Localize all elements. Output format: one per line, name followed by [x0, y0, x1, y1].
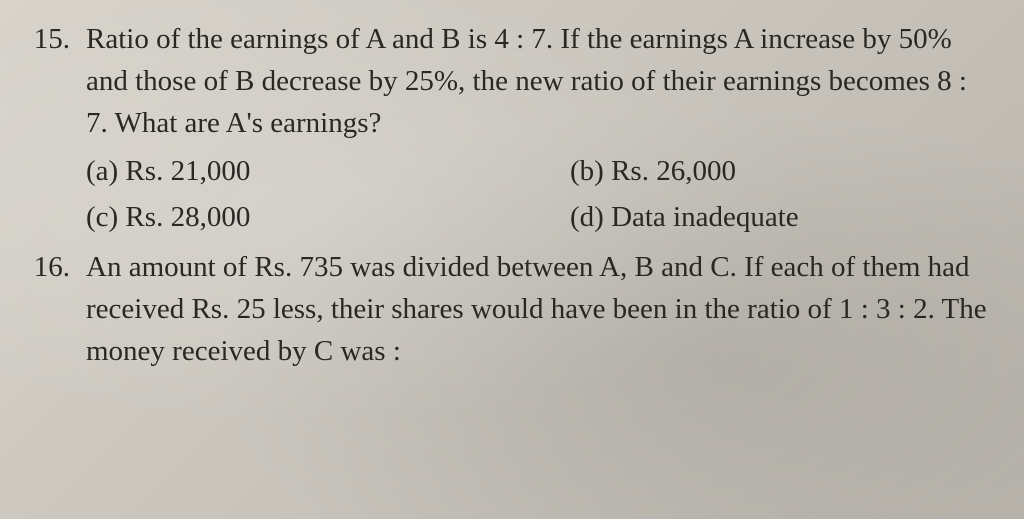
question-number: 16.: [30, 246, 86, 378]
question-content: An amount of Rs. 735 was divided between…: [86, 246, 994, 378]
question-number: 15.: [30, 18, 86, 238]
question-15: 15. Ratio of the earnings of A and B is …: [30, 18, 994, 238]
options-grid: (a) Rs. 21,000 (b) Rs. 26,000 (c) Rs. 28…: [86, 150, 994, 238]
option-b: (b) Rs. 26,000: [570, 150, 994, 192]
question-text: An amount of Rs. 735 was divided between…: [86, 246, 994, 372]
question-16: 16. An amount of Rs. 735 was divided bet…: [30, 246, 994, 378]
question-content: Ratio of the earnings of A and B is 4 : …: [86, 18, 994, 238]
option-d: (d) Data inadequate: [570, 196, 994, 238]
question-text: Ratio of the earnings of A and B is 4 : …: [86, 18, 994, 144]
option-a: (a) Rs. 21,000: [86, 150, 510, 192]
option-c: (c) Rs. 28,000: [86, 196, 510, 238]
